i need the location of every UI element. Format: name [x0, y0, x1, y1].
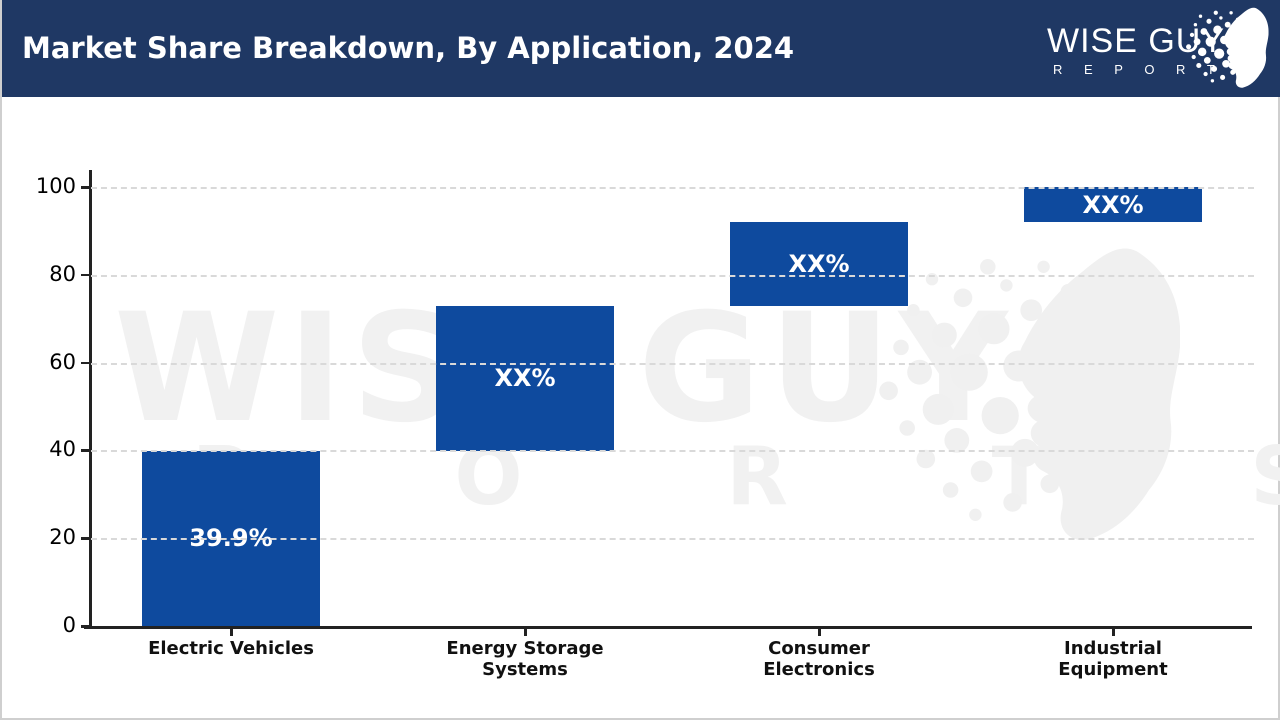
bar-value-label: XX% — [494, 364, 556, 393]
bar-segment: XX% — [730, 222, 908, 306]
logo-face-icon — [1182, 6, 1270, 91]
x-axis-tick — [524, 628, 527, 636]
y-axis-tick-label: 20 — [49, 525, 76, 550]
bar-value-label: XX% — [1082, 190, 1144, 219]
y-axis-tick-label: 100 — [35, 174, 76, 198]
y-axis-line — [89, 170, 92, 628]
page-title: Market Share Breakdown, By Application, … — [22, 31, 795, 65]
y-axis-tick-label: 80 — [49, 261, 76, 286]
y-axis-tick-80 — [81, 273, 90, 277]
bar-value-label: XX% — [788, 249, 850, 278]
y-axis-tick-label: 0 — [62, 613, 76, 637]
gridline-60 — [91, 362, 1254, 365]
gridline-80 — [91, 274, 1254, 277]
x-axis-tick — [230, 628, 233, 636]
x-axis-category-label: Industrial Equipment — [1058, 638, 1168, 680]
x-axis-tick — [818, 628, 821, 636]
header-bar: Market Share Breakdown, By Application, … — [2, 0, 1280, 97]
gridline-100 — [91, 187, 1254, 189]
bar-segment: XX% — [1024, 187, 1202, 223]
y-axis-tick-60 — [81, 361, 90, 365]
y-axis-tick-label: 60 — [49, 349, 76, 374]
y-axis-tick-100 — [81, 186, 90, 189]
y-axis-tick-40 — [81, 449, 90, 452]
x-axis-category-label: Consumer Electronics — [763, 638, 875, 680]
x-axis-category-label: Electric Vehicles — [148, 638, 314, 659]
gridline-40 — [91, 450, 1254, 453]
y-axis-tick-20 — [81, 537, 90, 540]
x-axis-tick — [1112, 628, 1115, 636]
wise-guy-logo: WISE GUY R E P O R T S — [1017, 0, 1272, 97]
x-axis-line — [84, 626, 1252, 629]
y-axis-tick-0 — [81, 625, 90, 628]
gridline-20 — [91, 538, 1254, 541]
x-axis-category-label: Energy Storage Systems — [446, 638, 604, 680]
y-axis-tick-label: 40 — [49, 437, 76, 462]
bar-segment: XX% — [436, 305, 614, 451]
